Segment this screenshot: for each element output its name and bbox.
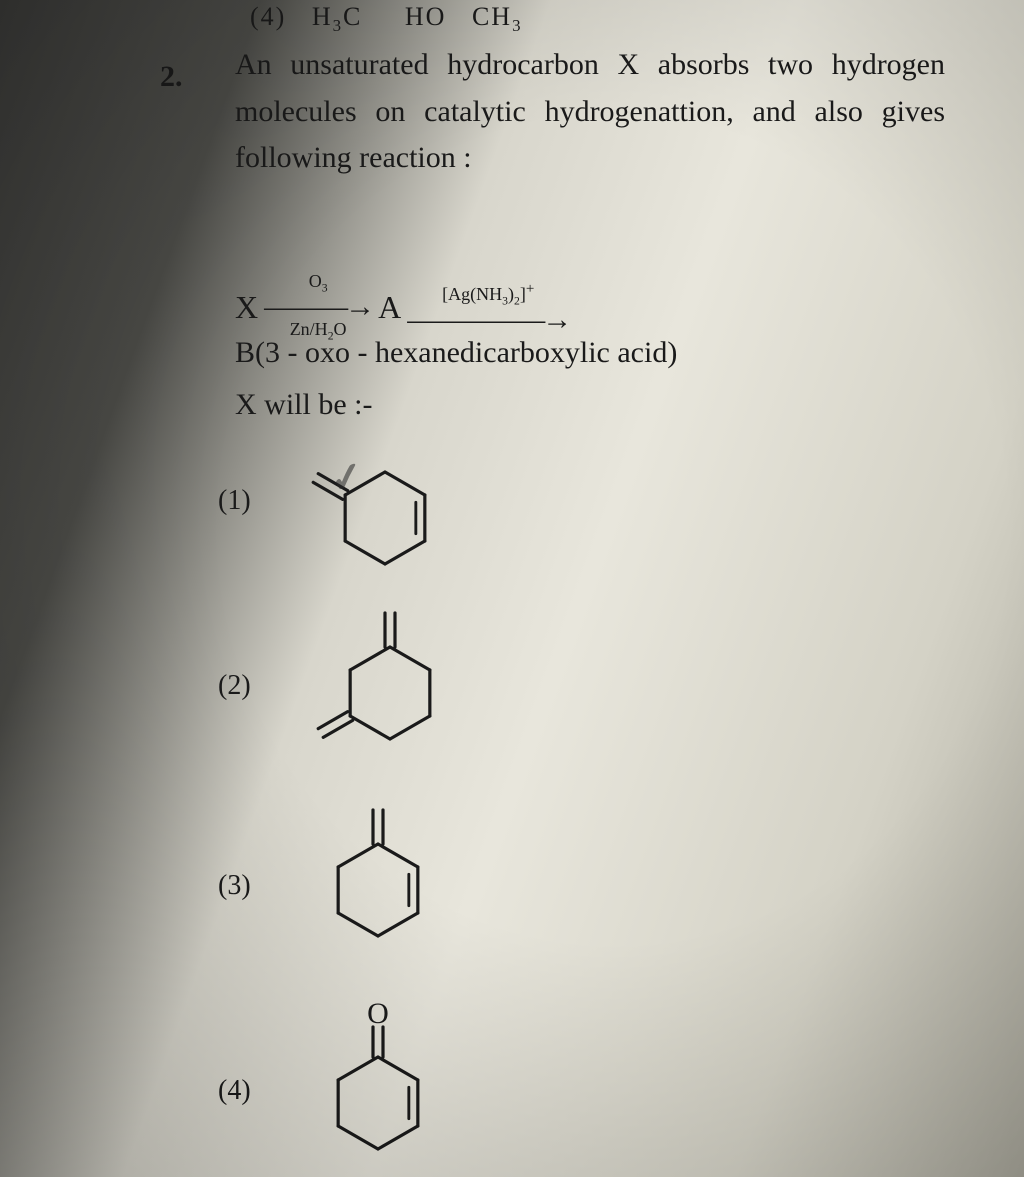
structure-4: O: [290, 985, 460, 1175]
option-3-label: (3): [218, 870, 251, 902]
x-will-be: X will be :-: [235, 388, 372, 422]
arrow-1: O3 ———→ Zn/H2O: [264, 272, 372, 343]
structure-1: [290, 430, 460, 580]
structure-3: [290, 790, 460, 960]
option-1-label: (1): [218, 485, 251, 517]
page: (4) H3C HO CH3 2. An unsaturated hydroca…: [0, 0, 1024, 1177]
question-number: 2.: [160, 60, 183, 94]
prev-question-fragment: (4) H3C HO CH3: [250, 2, 523, 36]
product-b: B(3 - oxo - hexanedicarboxylic acid): [235, 336, 677, 370]
structure-2: [290, 585, 480, 785]
option-2-label: (2): [218, 670, 251, 702]
question-text: An unsaturated hydrocarbon X absorbs two…: [235, 42, 945, 182]
arrow-2: [Ag(NH3)2]+ —————→: [407, 282, 569, 333]
reactant-x: X: [235, 289, 258, 326]
svg-text:O: O: [367, 997, 389, 1030]
reaction-scheme: X O3 ———→ Zn/H2O A [Ag(NH3)2]+ —————→: [235, 272, 575, 343]
intermediate-a: A: [378, 289, 401, 326]
option-4-label: (4): [218, 1075, 251, 1107]
